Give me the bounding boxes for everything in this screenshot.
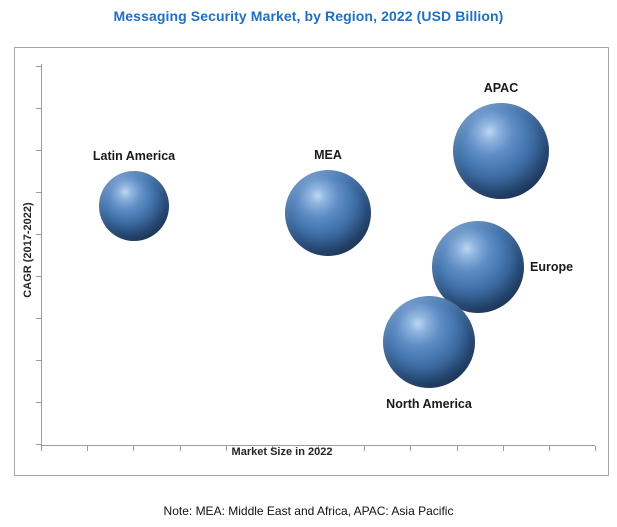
- x-axis-label: Market Size in 2022: [231, 446, 333, 458]
- x-axis-tick: [41, 446, 42, 451]
- bubble-north-america: [383, 296, 475, 388]
- plot-area: Latin America MEA APAC Europe North America: [14, 47, 609, 476]
- y-axis-tick: [36, 234, 41, 235]
- y-axis-tick: [36, 108, 41, 109]
- bubble-label-north-america: North America: [386, 397, 472, 411]
- x-axis-tick: [318, 446, 319, 451]
- bubble-europe: [432, 221, 524, 313]
- bubble-label-mea: MEA: [314, 148, 342, 162]
- y-axis-tick: [36, 402, 41, 403]
- bubble-label-apac: APAC: [483, 81, 519, 95]
- y-axis-tick: [36, 444, 41, 445]
- x-axis-tick: [133, 446, 135, 451]
- y-axis: [41, 64, 42, 445]
- x-axis-tick: [595, 446, 596, 451]
- y-axis-tick: [36, 360, 41, 361]
- x-axis: [41, 445, 595, 446]
- x-axis-tick: [502, 446, 504, 451]
- x-axis-tick: [548, 446, 550, 451]
- footnote: Note: MEA: Middle East and Africa, APAC:…: [163, 504, 454, 518]
- bubble-apac: [453, 103, 549, 199]
- y-axis-tick: [36, 276, 41, 277]
- x-axis-tick: [271, 446, 273, 451]
- bubble-label-europe: Europe: [530, 260, 574, 274]
- chart-title: Messaging Security Market, by Region, 20…: [113, 8, 504, 24]
- y-axis-tick: [36, 66, 41, 67]
- y-axis-tick: [36, 192, 41, 193]
- x-axis-tick: [87, 446, 89, 451]
- bubble-label-latin-america: Latin America: [92, 149, 176, 163]
- y-axis-label: CAGR (2017-2022): [22, 202, 34, 298]
- y-axis-tick: [36, 318, 41, 319]
- bubble-mea: [285, 170, 371, 256]
- x-axis-tick: [225, 446, 227, 451]
- x-axis-tick: [410, 446, 412, 451]
- x-axis-tick: [364, 446, 366, 451]
- x-axis-tick: [456, 446, 458, 451]
- x-axis-tick: [179, 446, 181, 451]
- bubble-latin-america: [99, 171, 169, 241]
- y-axis-tick: [36, 150, 41, 151]
